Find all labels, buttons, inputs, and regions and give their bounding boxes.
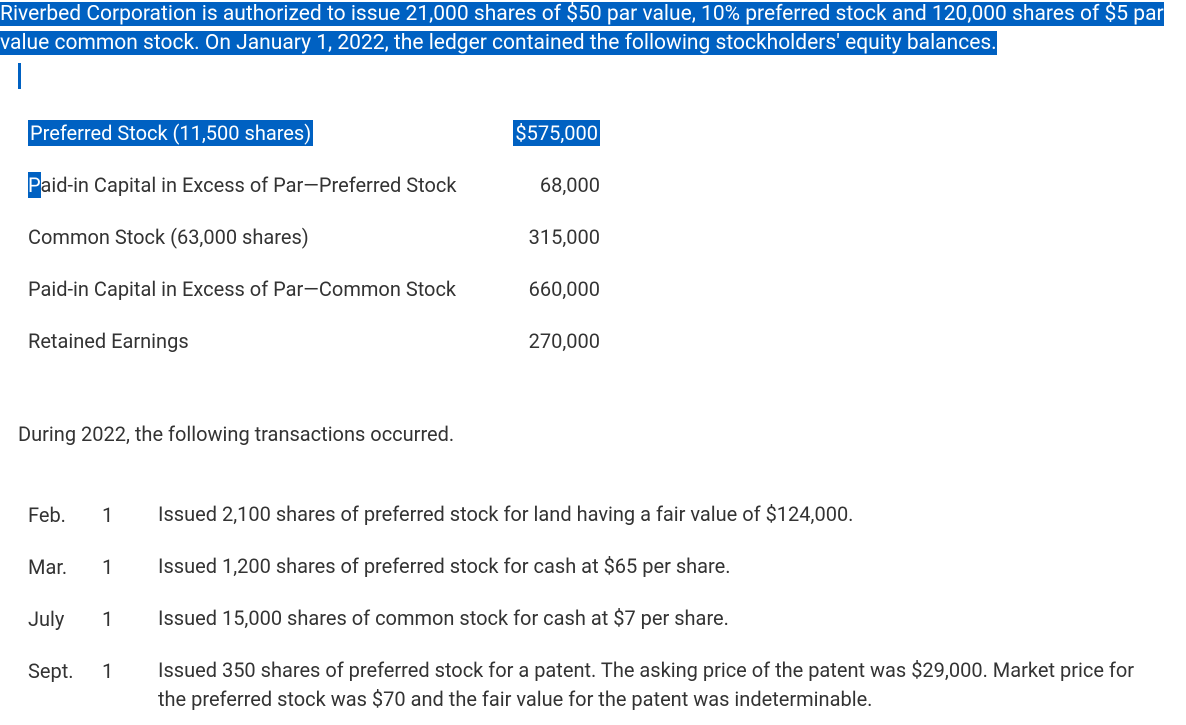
apic-common-value: 660,000 (488, 263, 608, 315)
preferred-stock-value: $575,000 (513, 120, 600, 146)
table-row: Paid-in Capital in Excess of Par—Preferr… (28, 159, 608, 211)
preferred-stock-label: Preferred Stock (11,500 shares) (28, 120, 313, 146)
transaction-desc: Issued 350 shares of preferred stock for… (158, 645, 1158, 725)
transaction-month: Mar. (28, 541, 102, 593)
table-row: Retained Earnings 270,000 (28, 315, 608, 367)
table-row: Common Stock (63,000 shares) 315,000 (28, 211, 608, 263)
table-row: Mar. 1 Issued 1,200 shares of preferred … (28, 541, 1158, 593)
equity-balances-table: Preferred Stock (11,500 shares) $575,000… (28, 107, 608, 367)
transactions-intro: During 2022, the following transactions … (18, 419, 1186, 449)
transaction-desc: Issued 15,000 shares of common stock for… (158, 593, 1158, 645)
table-row: Preferred Stock (11,500 shares) $575,000 (28, 107, 608, 159)
transaction-month: July (28, 593, 102, 645)
intro-highlighted-text: Riverbed Corporation is authorized to is… (0, 2, 1164, 55)
transaction-month: Sept. (28, 645, 102, 725)
common-stock-value: 315,000 (488, 211, 608, 263)
retained-earnings-value: 270,000 (488, 315, 608, 367)
transaction-month: Feb. (28, 489, 102, 541)
problem-intro: Riverbed Corporation is authorized to is… (0, 0, 1186, 89)
transactions-table: Feb. 1 Issued 2,100 shares of preferred … (28, 489, 1158, 725)
transaction-desc: Issued 1,200 shares of preferred stock f… (158, 541, 1158, 593)
apic-preferred-value: 68,000 (488, 159, 608, 211)
table-row: July 1 Issued 15,000 shares of common st… (28, 593, 1158, 645)
apic-preferred-label: Paid-in Capital in Excess of Par—Preferr… (28, 172, 457, 198)
transaction-day: 1 (102, 593, 158, 645)
retained-earnings-label: Retained Earnings (28, 315, 488, 367)
apic-common-label: Paid-in Capital in Excess of Par—Common … (28, 263, 488, 315)
transaction-day: 1 (102, 541, 158, 593)
text-cursor (18, 63, 21, 89)
transaction-desc: Issued 2,100 shares of preferred stock f… (158, 489, 1158, 541)
table-row: Paid-in Capital in Excess of Par—Common … (28, 263, 608, 315)
transaction-day: 1 (102, 645, 158, 725)
transaction-day: 1 (102, 489, 158, 541)
table-row: Feb. 1 Issued 2,100 shares of preferred … (28, 489, 1158, 541)
table-row: Sept. 1 Issued 350 shares of preferred s… (28, 645, 1158, 725)
common-stock-label: Common Stock (63,000 shares) (28, 211, 488, 263)
